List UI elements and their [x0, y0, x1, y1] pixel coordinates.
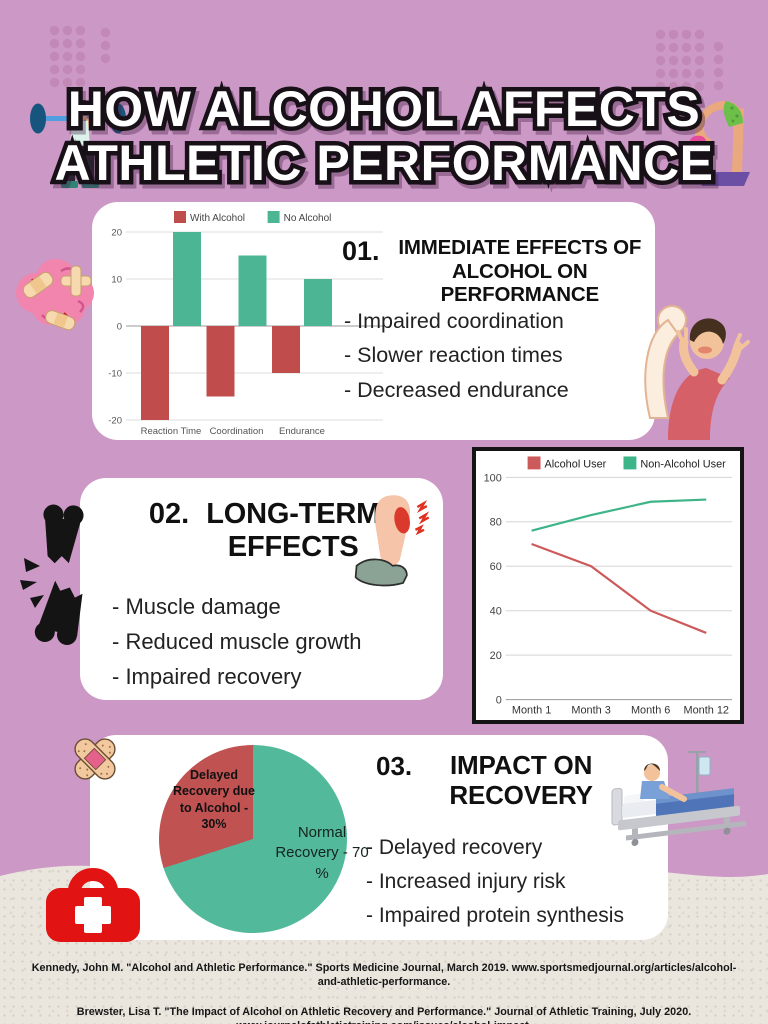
- section-3-number: 03.: [376, 751, 413, 781]
- dizzy-man-icon: [644, 305, 750, 440]
- citation-2: Brewster, Lisa T. "The Impact of Alcohol…: [76, 1005, 692, 1024]
- title-line1-outline: HOW ALCOHOL AFFECTS: [63, 77, 704, 140]
- legend-label: With Alcohol: [190, 213, 245, 224]
- citation-1: Kennedy, John M. "Alcohol and Athletic P…: [31, 961, 737, 989]
- bar-chart: 20 10 0 -10 -20 Reaction Time Coordination Endu…: [108, 211, 383, 437]
- y-tick-label: 0: [117, 322, 122, 333]
- line-chart-frame: 100 80 60 40 20 0 Month 1 Month 3 Month 6 Month 1…: [472, 447, 744, 724]
- legend-swatch: [623, 456, 637, 470]
- bullet: - Delayed recovery: [366, 836, 543, 859]
- x-tick-label: Month 6: [631, 705, 670, 717]
- section-1-bullets: - Impaired coordination - Slower reactio…: [344, 304, 569, 407]
- bullet: - Slower reaction times: [344, 343, 563, 368]
- y-tick-label: -20: [108, 416, 122, 427]
- y-tick-label: 100: [484, 472, 502, 484]
- title-line2-outline: ATHLETIC PERFORMANCE: [50, 131, 718, 194]
- legend-swatch: [174, 211, 186, 223]
- pie-chart: [159, 745, 347, 933]
- bar-no-alcohol: [173, 232, 201, 326]
- first-aid-kit-icon: [46, 868, 140, 942]
- y-tick-label: 20: [111, 228, 122, 239]
- bullet: - Impaired coordination: [344, 309, 564, 333]
- bullet: - Muscle damage: [112, 594, 281, 619]
- section-3-bullets: - Delayed recovery - Increased injury ri…: [366, 831, 624, 933]
- legend-label: Alcohol User: [544, 458, 606, 470]
- y-tick-label: 20: [490, 650, 502, 662]
- line-series: [531, 542, 707, 634]
- page-title: HOW ALCOHOL AFFECTS HOW ALCOHOL AFFECTS …: [0, 77, 768, 194]
- section-2-heading: LONG-TERM EFFECTS: [206, 498, 381, 564]
- bullet: - Reduced muscle growth: [112, 628, 362, 654]
- section-2-card: 02. LONG-TERM EFFECTS - Muscle damage - …: [80, 478, 443, 700]
- section-1-header: 01. IMMEDIATE EFFECTS OF ALCOHOL ON PERF…: [342, 236, 650, 307]
- x-category-label: Coordination: [210, 426, 264, 437]
- legend-label: No Alcohol: [284, 213, 332, 224]
- y-tick-label: 10: [111, 275, 122, 286]
- bullet: - Decreased endurance: [344, 377, 569, 402]
- x-category-label: Reaction Time: [141, 426, 202, 437]
- y-tick-label: 0: [496, 695, 502, 707]
- x-category-label: Endurance: [279, 426, 325, 437]
- x-tick-label: Month 12: [684, 705, 729, 717]
- section-3-heading: IMPACT ON RECOVERY: [449, 750, 593, 810]
- section-2-bullets: - Muscle damage - Reduced muscle growth …: [112, 590, 361, 694]
- hospital-bed-icon: [611, 751, 746, 846]
- swimmer-icon: [689, 100, 750, 186]
- section-3-card: Delayed Recovery due to Alcohol - 30% No…: [90, 735, 668, 940]
- bar-with-alcohol: [141, 326, 169, 420]
- y-tick-label: 80: [490, 517, 502, 529]
- x-tick-label: Month 1: [512, 705, 551, 717]
- section-1-card: 20 10 0 -10 -20 Reaction Time Coordination Endu…: [92, 202, 655, 440]
- y-tick-label: -10: [108, 369, 122, 380]
- legend-label: Non-Alcohol User: [640, 458, 726, 470]
- line-chart: 100 80 60 40 20 0 Month 1 Month 3 Month 6 Month 1…: [484, 456, 733, 717]
- dot-pattern-top-left: [48, 24, 88, 90]
- bar-no-alcohol: [304, 279, 332, 326]
- weightlifter-icon: [30, 100, 126, 188]
- title-line2: ATHLETIC PERFORMANCE: [54, 134, 714, 191]
- pie-label-normal-recovery: Normal Recovery - 70 %: [275, 824, 369, 882]
- dot-pattern-top-right: [654, 28, 707, 94]
- line-series: [531, 498, 707, 532]
- legend-swatch: [267, 211, 280, 223]
- section-1-heading: IMMEDIATE EFFECTS OF ALCOHOL ON PERFORMA…: [398, 236, 642, 307]
- section-2-number: 02.: [148, 498, 190, 530]
- bullet: - Increased injury risk: [366, 870, 566, 894]
- bullet: - Impaired protein synthesis: [366, 904, 624, 928]
- x-tick-label: Month 3: [571, 705, 610, 717]
- injured-leg-icon: [354, 495, 430, 587]
- section-3-header: 03. IMPACT ON RECOVERY: [376, 750, 620, 811]
- bullet: - Impaired recovery: [112, 663, 302, 689]
- y-tick-label: 40: [490, 606, 502, 618]
- dot-pattern-top-right-2: [712, 40, 726, 93]
- broken-bone-icon: [20, 504, 84, 646]
- title-line1: HOW ALCOHOL AFFECTS: [67, 80, 701, 137]
- legend-swatch: [527, 456, 541, 470]
- dot-pattern-top-left-2: [99, 26, 113, 66]
- bar-no-alcohol: [238, 255, 267, 326]
- section-2-header: 02. LONG-TERM EFFECTS: [130, 498, 406, 565]
- bar-with-alcohol: [272, 326, 300, 373]
- crossed-bandage-icon: [74, 738, 116, 780]
- bar-with-alcohol: [206, 326, 235, 397]
- pie-label-delayed-recovery: Delayed Recovery due to Alcohol - 30%: [173, 768, 255, 831]
- section-1-number: 01.: [342, 236, 380, 266]
- y-tick-label: 60: [490, 561, 502, 573]
- brain-bandage-icon: [16, 259, 94, 331]
